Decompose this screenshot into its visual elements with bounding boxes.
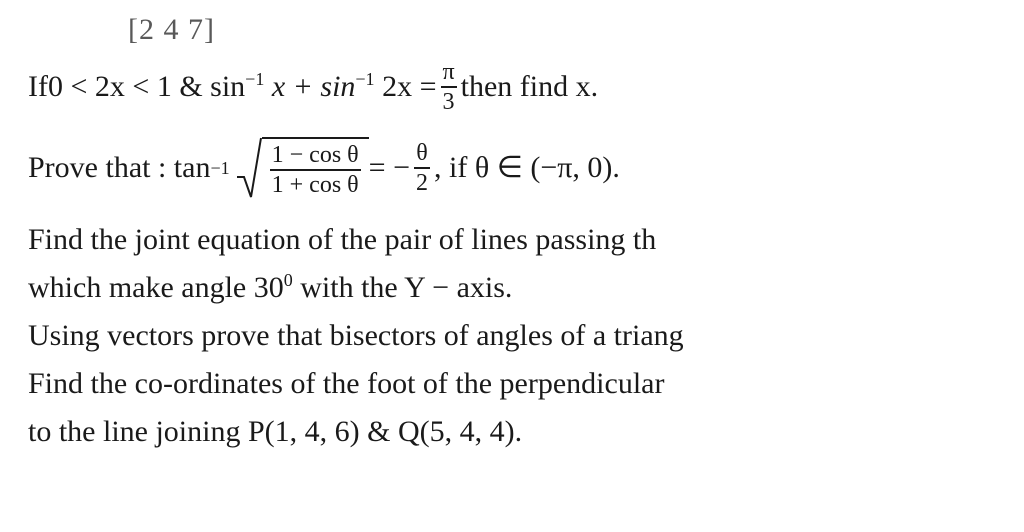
- q2-sqrt-frac: 1 − cos θ 1 + cos θ: [270, 143, 361, 197]
- problem-5: Find the co-ordinates of the foot of the…: [28, 360, 1010, 456]
- q1-ineq: 0 < 2x < 1 & sin: [48, 70, 245, 103]
- q2-sup1: −1: [210, 154, 229, 183]
- q1-mid1: x + sin: [264, 70, 355, 103]
- radical-icon: [236, 137, 262, 199]
- q2-post-pre: , if θ ∈ (−π, 0).: [434, 144, 620, 192]
- q5-line2: to the line joining P(1, 4, 6) & Q(5, 4,…: [28, 415, 522, 448]
- q2-sqrt: 1 − cos θ 1 + cos θ: [236, 137, 369, 199]
- q1-pre: If: [28, 63, 48, 111]
- q2-mid: = −: [369, 144, 410, 192]
- problem-4: Using vectors prove that bisectors of an…: [28, 312, 1010, 360]
- q1-frac-num: π: [440, 60, 456, 86]
- q2-frac: θ 2: [414, 141, 430, 195]
- q2-frac-num: θ: [414, 141, 430, 167]
- q2-radicand: 1 − cos θ 1 + cos θ: [262, 137, 369, 199]
- q1-mid2: 2x =: [375, 70, 437, 103]
- math-problems-page: [2 4 7] If 0 < 2x < 1 & sin−1 x + sin−1 …: [0, 0, 1024, 466]
- q1-frac-den: 3: [441, 86, 457, 114]
- q2-pre: Prove that : tan: [28, 144, 210, 192]
- problem-1: If 0 < 2x < 1 & sin−1 x + sin−1 2x = π 3…: [28, 54, 1010, 120]
- q2-sqrt-den: 1 + cos θ: [270, 169, 361, 197]
- q3-sup: 0: [284, 270, 293, 290]
- problem-3: Find the joint equation of the pair of l…: [28, 216, 1010, 312]
- q1-post: then find x.: [461, 63, 598, 111]
- q1-sup2: −1: [355, 69, 374, 89]
- q1-expr: 0 < 2x < 1 & sin−1 x + sin−1 2x =: [48, 63, 437, 111]
- q4-text: Using vectors prove that bisectors of an…: [28, 319, 684, 352]
- q3-line2a: which make angle 30: [28, 271, 284, 304]
- q2-frac-den: 2: [414, 167, 430, 195]
- problem-2: Prove that : tan−1 1 − cos θ 1 + cos θ =…: [28, 120, 1010, 216]
- q3-line2b: with the Y − axis.: [293, 271, 513, 304]
- truncated-matrix-header: [2 4 7]: [128, 6, 1010, 54]
- q1-sup1: −1: [245, 69, 264, 89]
- q5-line1: Find the co-ordinates of the foot of the…: [28, 367, 664, 400]
- q2-sqrt-num: 1 − cos θ: [270, 143, 361, 169]
- q3-line1: Find the joint equation of the pair of l…: [28, 223, 656, 256]
- q1-frac: π 3: [440, 60, 456, 114]
